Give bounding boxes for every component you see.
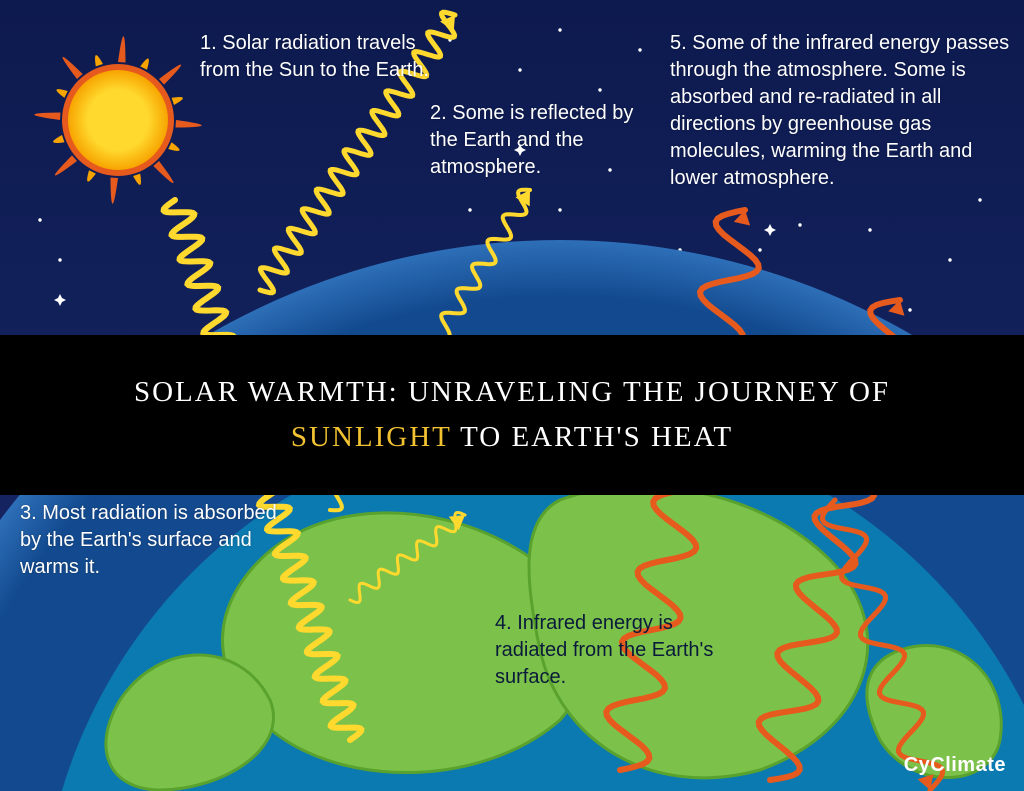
title-text: SOLAR WARMTH: UNRAVELING THE JOURNEY OF … [134,370,890,460]
credit-label: CyClimate [904,754,1006,777]
caption-2: 2. Some is reflected by the Earth and th… [430,100,660,181]
title-overlay: SOLAR WARMTH: UNRAVELING THE JOURNEY OF … [0,335,1024,495]
title-line-2: SUNLIGHT TO EARTH'S HEAT [134,415,890,460]
caption-5: 5. Some of the infrared energy passes th… [670,30,1015,192]
caption-3: 3. Most radiation is absorbed by the Ear… [20,500,280,581]
title-rest: TO EARTH'S HEAT [451,421,733,453]
title-highlight: SUNLIGHT [291,421,451,453]
caption-4: 4. Infrared energy is radiated from the … [495,610,715,691]
title-line-1: SOLAR WARMTH: UNRAVELING THE JOURNEY OF [134,370,890,415]
caption-1: 1. Solar radiation travels from the Sun … [200,30,430,84]
diagram-root: 1. Solar radiation travels from the Sun … [0,0,1024,791]
